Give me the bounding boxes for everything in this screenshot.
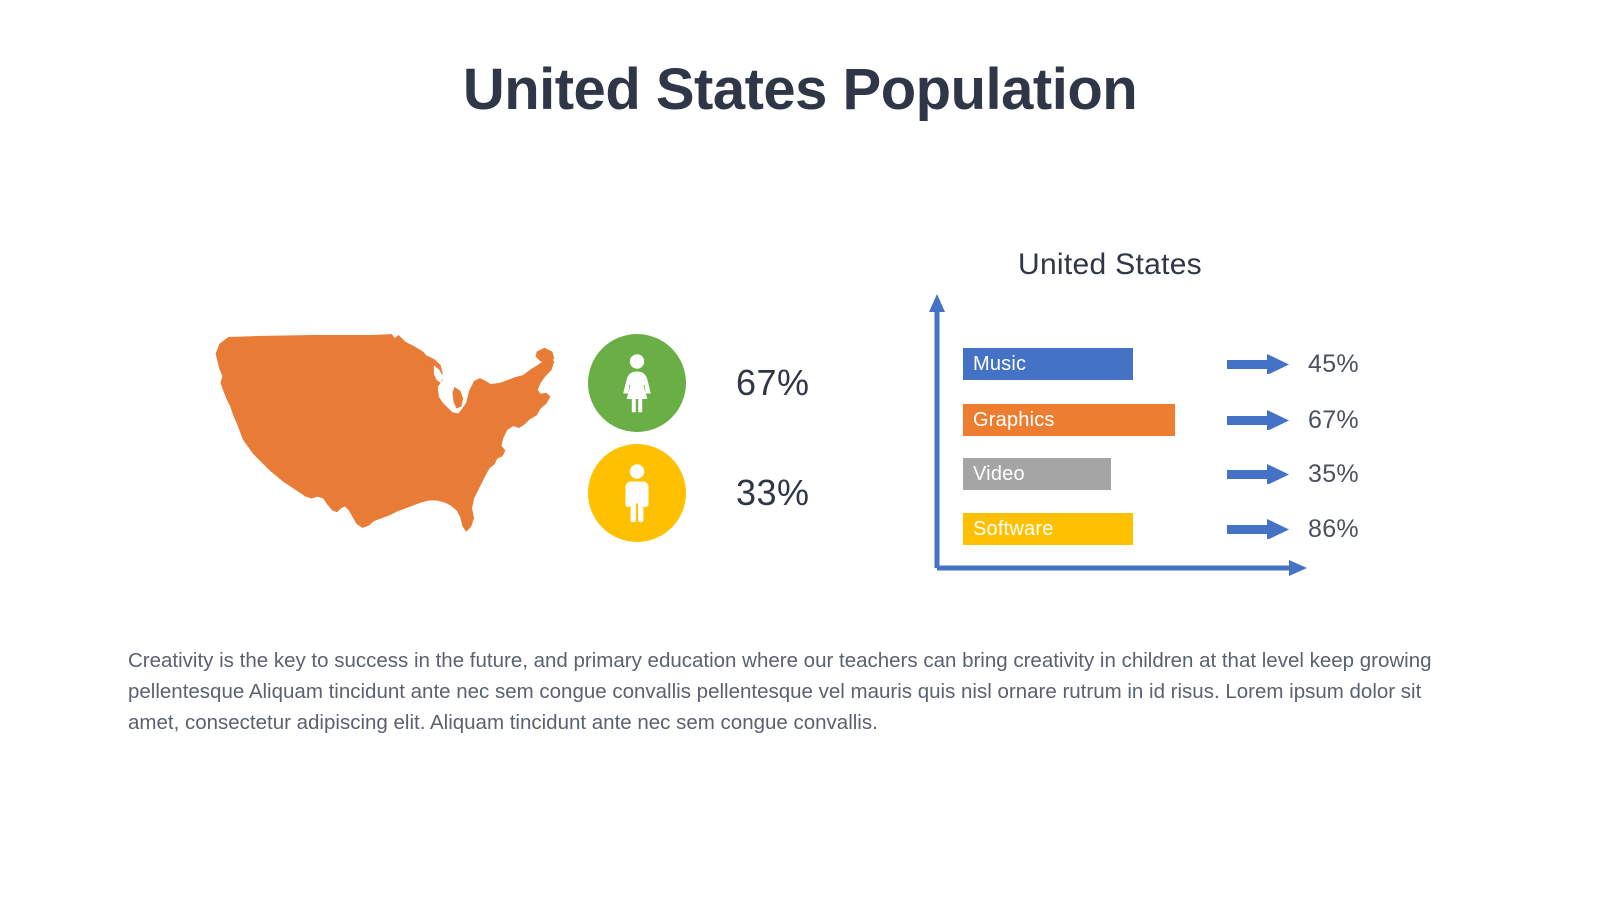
bar-graphics[interactable]: Graphics xyxy=(963,404,1175,436)
page-title: United States Population xyxy=(462,57,1138,122)
male-badge xyxy=(588,444,686,542)
male-percentage: 33% xyxy=(736,472,810,513)
demographics-group: 67% 33% xyxy=(588,333,848,551)
body-paragraph: Creativity is the key to success in the … xyxy=(128,649,1432,734)
value-arrow-icon-graphics xyxy=(1227,410,1289,430)
value-arrow-icon-video xyxy=(1227,464,1289,484)
united-states-map xyxy=(196,322,568,538)
female-icon xyxy=(623,354,651,413)
value-arrow-icon-music xyxy=(1227,354,1289,374)
bar-software[interactable]: Software xyxy=(963,513,1133,545)
bar-value-video: 35% xyxy=(1308,460,1359,488)
us-map-icon xyxy=(215,334,555,532)
bar-value-graphics: 67% xyxy=(1308,406,1359,434)
bar-row-graphics[interactable]: Graphics 67% xyxy=(963,404,1383,436)
bar-label-music: Music xyxy=(973,352,1027,375)
bar-value-music: 45% xyxy=(1308,350,1359,378)
female-badge xyxy=(588,334,686,432)
chart-title: United States xyxy=(1017,248,1202,281)
bar-label-software: Software xyxy=(973,517,1054,540)
value-arrow-icon-software xyxy=(1227,519,1289,539)
chart-bars: Music 45% Graphics xyxy=(963,348,1383,568)
female-percentage: 67% xyxy=(736,362,810,403)
bar-row-software[interactable]: Software 86% xyxy=(963,513,1383,545)
bar-chart: United States Music xyxy=(900,240,1380,585)
bar-music[interactable]: Music xyxy=(963,348,1133,380)
bar-row-video[interactable]: Video 35% xyxy=(963,458,1383,490)
demographic-row-female: 67% xyxy=(588,333,848,433)
demographic-row-male: 33% xyxy=(588,443,848,543)
bar-label-graphics: Graphics xyxy=(973,408,1055,431)
bar-video[interactable]: Video xyxy=(963,458,1111,490)
bar-value-software: 86% xyxy=(1308,515,1359,543)
y-axis-arrow-icon xyxy=(929,294,945,312)
bar-label-video: Video xyxy=(973,462,1025,485)
male-icon xyxy=(625,464,649,523)
bar-row-music[interactable]: Music 45% xyxy=(963,348,1383,380)
